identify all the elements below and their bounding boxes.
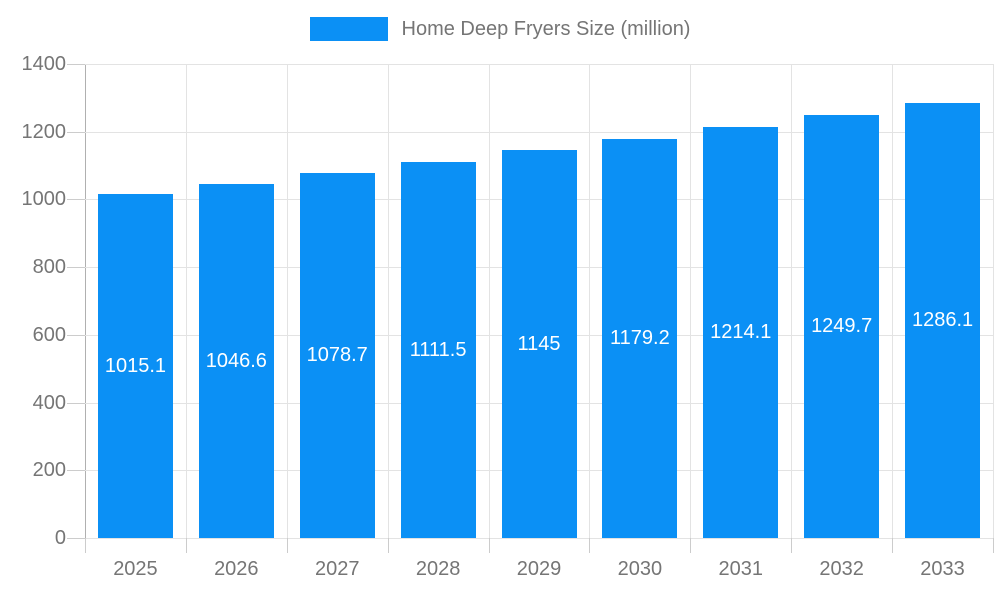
- y-axis-tick: [67, 470, 85, 472]
- bar-2033: [905, 102, 981, 538]
- legend-swatch-icon: [309, 17, 388, 41]
- y-axis-tick: [67, 334, 85, 336]
- x-axis-tick: [791, 538, 792, 553]
- plot-area: 1015.1 1046.6 1078.7 1111.5 1145 1179.2 1214.1…: [85, 64, 994, 539]
- bar-2026: [198, 183, 274, 538]
- x-axis-label: 2025: [113, 558, 158, 580]
- x-axis-label: 2028: [415, 558, 461, 580]
- x-axis-tick: [690, 538, 691, 553]
- bar-2028: [400, 161, 476, 538]
- bar-value-label: 1078.7: [306, 344, 368, 367]
- y-axis-tick: [67, 402, 85, 404]
- x-axis-tick: [85, 538, 86, 553]
- legend-label: Home Deep Fryers Size (million): [401, 17, 691, 40]
- bar-value-label: 1046.6: [205, 349, 267, 372]
- v-gridline: [791, 64, 792, 538]
- x-axis-tick: [287, 538, 288, 553]
- x-axis-tick: [489, 538, 490, 553]
- y-axis-label: 0: [54, 527, 66, 549]
- legend-item[interactable]: Home Deep Fryers Size (million): [309, 17, 691, 41]
- y-axis-label: 200: [32, 459, 66, 482]
- v-gridline: [690, 64, 691, 538]
- y-axis-label: 800: [32, 256, 66, 279]
- x-axis-label: 2030: [617, 558, 663, 580]
- bar-value-label: 1179.2: [610, 327, 670, 350]
- y-axis-label: 600: [32, 323, 66, 346]
- bar-value-label: 1249.7: [811, 315, 873, 338]
- v-gridline: [287, 64, 288, 538]
- x-axis-tick: [388, 538, 389, 553]
- y-axis-tick: [67, 64, 85, 65]
- x-axis-label: 2031: [718, 558, 764, 580]
- bar-2029: [501, 150, 577, 538]
- bar-2031: [703, 126, 779, 538]
- v-gridline: [388, 64, 389, 538]
- x-axis-label: 2026: [214, 558, 259, 580]
- x-axis-label: 2032: [819, 558, 864, 580]
- bar-value-label: 1214.1: [710, 321, 772, 344]
- bar-value-label: 1015.1: [104, 355, 167, 378]
- x-axis-label: 2027: [314, 558, 360, 580]
- v-gridline: [489, 64, 490, 538]
- legend: Home Deep Fryers Size (million): [0, 17, 1000, 41]
- y-axis-label: 400: [32, 391, 66, 414]
- bar-2025: [97, 194, 173, 538]
- x-axis-tick: [892, 538, 893, 553]
- v-gridline: [993, 64, 994, 538]
- v-gridline: [186, 64, 187, 538]
- bar-2027: [299, 172, 375, 538]
- bar-2030: [602, 138, 678, 538]
- y-axis-label: 1200: [21, 120, 67, 143]
- x-axis-tick: [589, 538, 590, 553]
- y-axis-tick: [67, 199, 85, 201]
- x-axis-tick: [186, 538, 187, 553]
- y-axis-line: [85, 64, 86, 553]
- bar-value-label: 1145: [517, 333, 561, 356]
- h-gridline: [85, 538, 993, 539]
- y-axis-label: 1000: [21, 188, 67, 211]
- y-axis-tick: [67, 131, 85, 133]
- v-gridline: [589, 64, 590, 538]
- x-axis-tick: [993, 538, 994, 553]
- v-gridline: [892, 64, 893, 538]
- bar-2032: [804, 114, 880, 538]
- y-axis-tick: [67, 267, 85, 269]
- h-gridline: [85, 131, 993, 133]
- x-axis-label: 2033: [920, 558, 965, 580]
- bar-value-label: 1111.5: [409, 338, 467, 361]
- bar-value-label: 1286.1: [911, 309, 974, 332]
- x-axis-label: 2029: [516, 558, 562, 580]
- y-axis-label: 1400: [21, 53, 67, 75]
- y-axis-tick: [67, 538, 85, 539]
- h-gridline: [85, 64, 993, 65]
